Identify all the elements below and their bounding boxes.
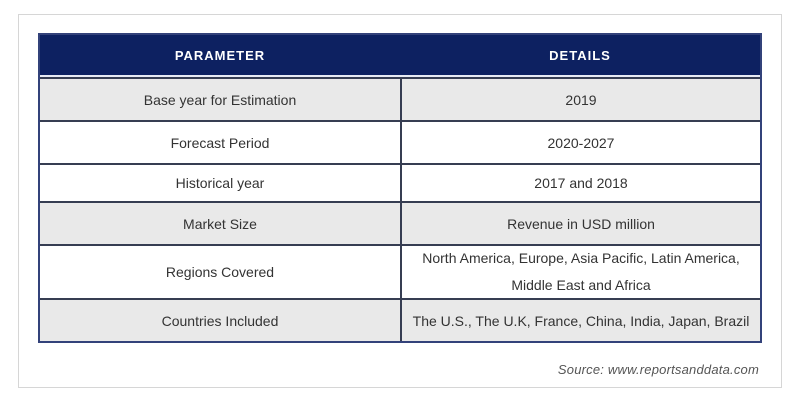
parameter-cell: Base year for Estimation: [143, 91, 297, 108]
table-row: Market Size Revenue in USD million: [40, 201, 760, 244]
parameter-cell: Historical year: [175, 175, 265, 191]
column-header-parameter: PARAMETER: [174, 47, 266, 63]
content-frame: PARAMETER DETAILS Base year for Estimati…: [18, 14, 782, 388]
table-row: Countries Included The U.S., The U.K, Fr…: [40, 298, 760, 341]
details-cell: The U.S., The U.K, France, China, India,…: [400, 300, 760, 341]
details-cell: 2017 and 2018: [400, 165, 760, 201]
source-attribution: Source: www.reportsanddata.com: [557, 362, 759, 377]
table-row: Historical year 2017 and 2018: [40, 163, 760, 201]
table-row: Forecast Period 2020-2027: [40, 120, 760, 163]
details-cell: 2020-2027: [400, 122, 760, 163]
details-cell: 2019: [400, 79, 760, 120]
column-header-details: DETAILS: [549, 47, 611, 63]
parameter-cell: Forecast Period: [170, 134, 270, 151]
parameters-table: PARAMETER DETAILS Base year for Estimati…: [38, 33, 762, 343]
parameter-cell: Regions Covered: [165, 264, 275, 280]
table-row: Base year for Estimation 2019: [40, 77, 760, 120]
details-cell: Revenue in USD million: [400, 203, 760, 244]
table-row: Regions Covered North America, Europe, A…: [40, 244, 760, 298]
table-header-row: PARAMETER DETAILS: [40, 35, 760, 77]
parameter-cell: Countries Included: [161, 312, 279, 329]
parameter-cell: Market Size: [183, 215, 257, 232]
details-cell: North America, Europe, Asia Pacific, Lat…: [400, 246, 760, 298]
